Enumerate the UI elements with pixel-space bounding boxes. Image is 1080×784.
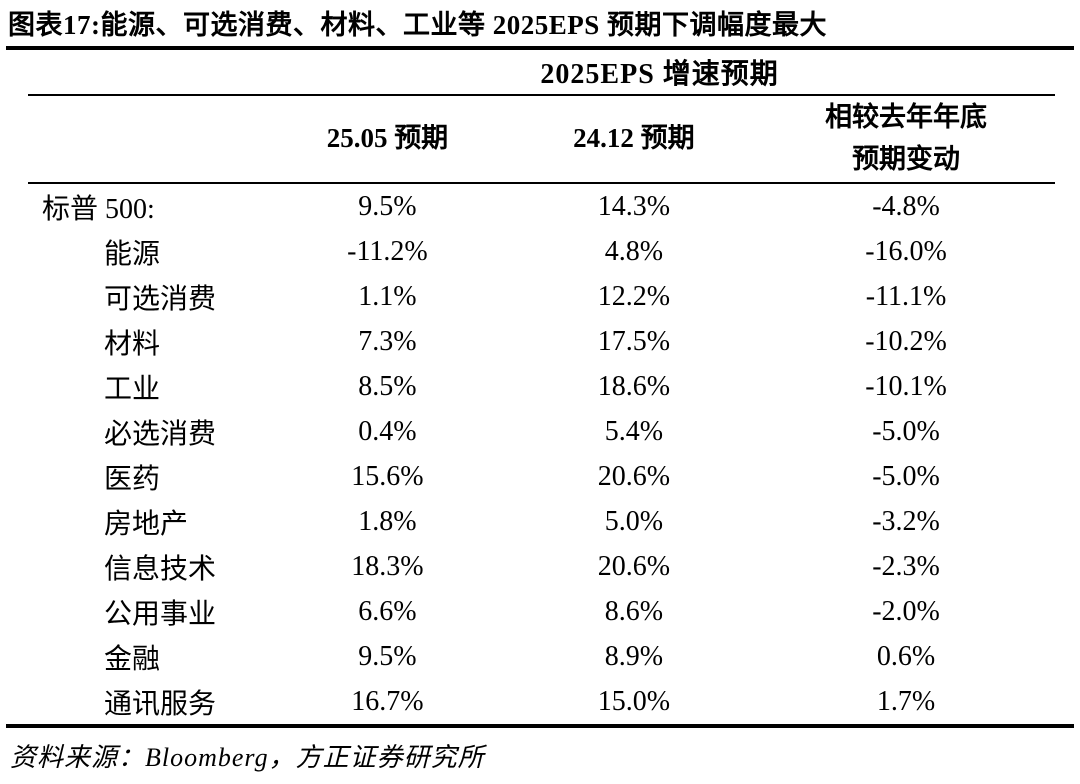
cell-change: -10.1%: [865, 370, 947, 402]
table-row: 标普 500: 9.5% 14.3% -4.8%: [28, 183, 1055, 229]
cell-2412: 5.4%: [604, 415, 664, 447]
row-label: 标普 500:: [42, 193, 155, 225]
table-body: 标普 500: 9.5% 14.3% -4.8% 能源 -11.2% 4.8% …: [28, 183, 1055, 724]
cell-2505: 16.7%: [351, 685, 424, 717]
table-row: 信息技术 18.3% 20.6% -2.3%: [28, 544, 1055, 589]
column-header-spacer: [28, 95, 265, 184]
row-label: 材料: [104, 328, 161, 360]
group-header: 2025EPS 增速预期: [264, 50, 1055, 96]
cell-2412: 20.6%: [597, 460, 671, 492]
cell-change: -5.0%: [872, 415, 940, 447]
cell-2505: 9.5%: [358, 640, 417, 672]
cell-2412: 4.8%: [604, 235, 664, 267]
table-row: 金融 9.5% 8.9% 0.6%: [28, 634, 1055, 679]
row-label: 金融: [104, 643, 161, 675]
cell-change: 0.6%: [876, 640, 936, 672]
cell-2505: 0.4%: [358, 415, 417, 447]
cell-2412: 17.5%: [597, 325, 671, 357]
figure-title: 图表17:能源、可选消费、材料、工业等 2025EPS 预期下调幅度最大: [8, 10, 828, 40]
row-label: 能源: [104, 238, 161, 270]
cell-2412: 8.6%: [604, 595, 664, 627]
table-row: 能源 -11.2% 4.8% -16.0%: [28, 229, 1055, 274]
eps-forecast-table: 2025EPS 增速预期 25.05 预期 24.12 预期 相较去年年底 预期…: [28, 50, 1055, 724]
row-label: 工业: [104, 373, 161, 405]
cell-change: -4.8%: [872, 190, 940, 222]
table-row: 必选消费 0.4% 5.4% -5.0%: [28, 409, 1055, 454]
column-header-change: 相较去年年底 预期变动: [757, 95, 1055, 184]
group-header-spacer: [28, 50, 265, 96]
top-thick-rule: [6, 46, 1074, 50]
column-header-row: 25.05 预期 24.12 预期 相较去年年底 预期变动: [28, 95, 1055, 184]
table-row: 可选消费 1.1% 12.2% -11.1%: [28, 274, 1055, 319]
row-label: 公用事业: [104, 598, 217, 630]
column-header-2412: 24.12 预期: [510, 95, 758, 184]
cell-change: -2.3%: [872, 550, 940, 582]
row-label: 可选消费: [104, 283, 217, 315]
cell-change: -10.2%: [865, 325, 947, 357]
cell-change: -3.2%: [872, 505, 940, 537]
cell-change: -16.0%: [865, 235, 947, 267]
cell-2505: 15.6%: [351, 460, 424, 492]
row-label: 通讯服务: [104, 688, 217, 720]
table-row: 医药 15.6% 20.6% -5.0%: [28, 454, 1055, 499]
row-label: 医药: [104, 463, 161, 495]
cell-2412: 12.2%: [597, 280, 671, 312]
row-label: 信息技术: [104, 553, 217, 585]
cell-2505: 6.6%: [358, 595, 417, 627]
table-row: 材料 7.3% 17.5% -10.2%: [28, 319, 1055, 364]
cell-2412: 14.3%: [597, 190, 671, 222]
bottom-thick-rule: [6, 724, 1074, 728]
cell-2412: 15.0%: [597, 685, 671, 717]
cell-2412: 8.9%: [604, 640, 664, 672]
table-row: 通讯服务 16.7% 15.0% 1.7%: [28, 679, 1055, 724]
cell-2505: 1.8%: [358, 505, 417, 537]
cell-change: -5.0%: [872, 460, 940, 492]
table-row: 公用事业 6.6% 8.6% -2.0%: [28, 589, 1055, 634]
cell-2505: -11.2%: [347, 235, 428, 267]
row-label: 房地产: [104, 508, 189, 540]
cell-2412: 18.6%: [597, 370, 671, 402]
group-header-row: 2025EPS 增速预期: [28, 50, 1055, 96]
table-head: 2025EPS 增速预期 25.05 预期 24.12 预期 相较去年年底 预期…: [28, 50, 1055, 184]
cell-change: -11.1%: [865, 280, 947, 312]
cell-2505: 8.5%: [358, 370, 417, 402]
cell-2505: 9.5%: [358, 190, 417, 222]
cell-2505: 1.1%: [358, 280, 417, 312]
table-row: 工业 8.5% 18.6% -10.1%: [28, 364, 1055, 409]
row-label: 必选消费: [104, 418, 217, 450]
cell-2505: 7.3%: [358, 325, 417, 357]
column-header-2505: 25.05 预期: [264, 95, 511, 184]
cell-2412: 5.0%: [604, 505, 664, 537]
cell-2412: 20.6%: [597, 550, 671, 582]
cell-change: 1.7%: [876, 685, 936, 717]
source-note: 资料来源：Bloomberg，方正证券研究所: [10, 743, 485, 772]
table-row: 房地产 1.8% 5.0% -3.2%: [28, 499, 1055, 544]
cell-change: -2.0%: [872, 595, 940, 627]
cell-2505: 18.3%: [351, 550, 424, 582]
